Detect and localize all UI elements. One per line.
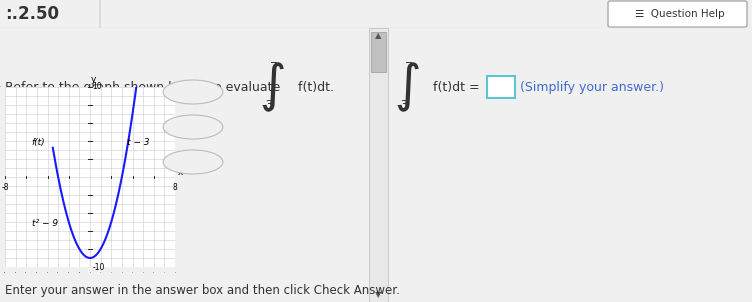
Text: 7: 7 <box>270 61 278 74</box>
Text: Enter your answer in the answer box and then click Check Answer.: Enter your answer in the answer box and … <box>5 284 400 297</box>
Text: 10: 10 <box>92 82 102 92</box>
Text: ☰  Question Help: ☰ Question Help <box>635 9 725 19</box>
Text: Refer to the graph shown below to evaluate: Refer to the graph shown below to evalua… <box>5 81 280 94</box>
Text: ↗: ↗ <box>188 156 199 169</box>
Text: (Simplify your answer.): (Simplify your answer.) <box>520 81 664 94</box>
Bar <box>369 28 388 302</box>
Text: t − 3: t − 3 <box>127 139 150 147</box>
Text: −: − <box>188 120 199 133</box>
FancyBboxPatch shape <box>608 1 747 27</box>
Text: :.2.50: :.2.50 <box>5 5 59 23</box>
Text: x: x <box>177 168 183 177</box>
Text: 7: 7 <box>405 61 413 74</box>
Text: f(t)dt.: f(t)dt. <box>290 81 334 94</box>
Text: $\int$: $\int$ <box>259 60 285 114</box>
Text: -3: -3 <box>397 98 409 111</box>
Text: f(t): f(t) <box>32 139 45 147</box>
Text: ▼: ▼ <box>374 291 381 300</box>
Text: -3: -3 <box>262 98 274 111</box>
FancyBboxPatch shape <box>487 76 515 98</box>
Text: -8: -8 <box>2 183 9 192</box>
Text: +: + <box>188 85 199 98</box>
Text: t² − 9: t² − 9 <box>32 220 58 229</box>
Text: y: y <box>90 75 96 84</box>
Text: 8: 8 <box>173 183 177 192</box>
Text: ▲: ▲ <box>374 31 381 40</box>
Text: f(t)dt =: f(t)dt = <box>425 81 480 94</box>
Text: $\int$: $\int$ <box>394 60 420 114</box>
Text: -10: -10 <box>92 262 105 271</box>
Bar <box>371 32 386 72</box>
